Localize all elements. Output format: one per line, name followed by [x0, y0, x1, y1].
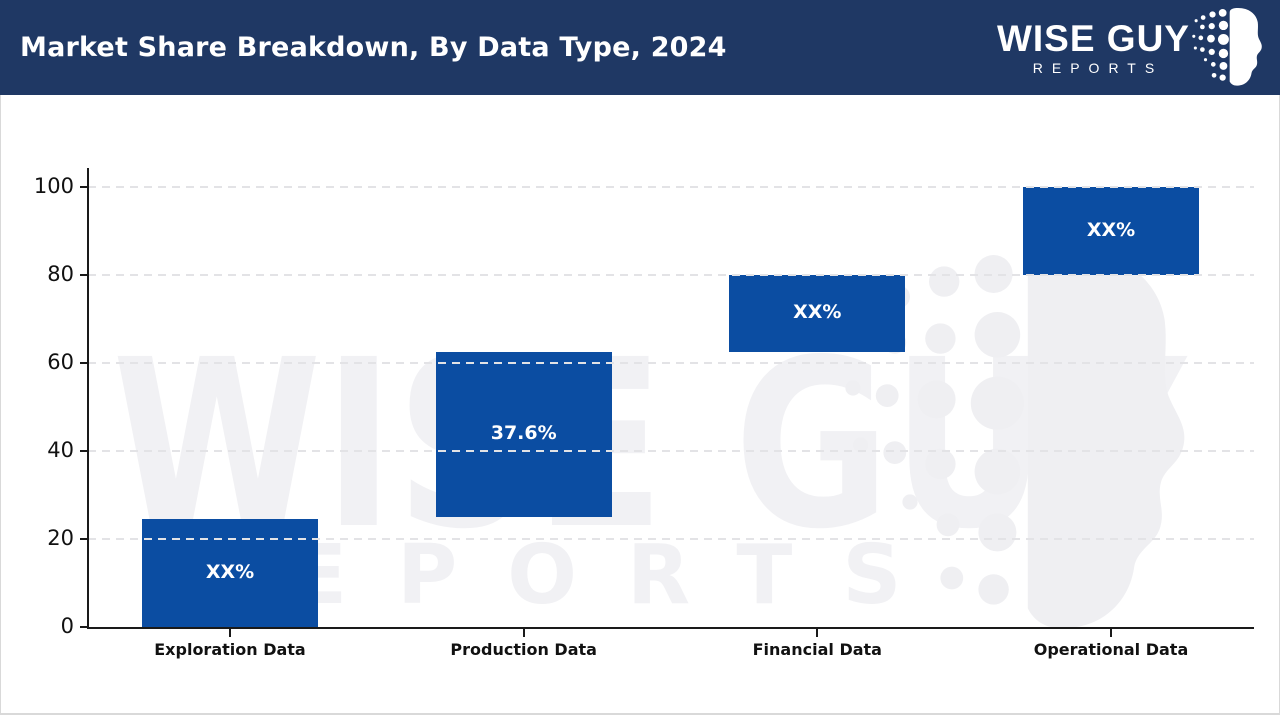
gridline-20: [88, 538, 1254, 540]
gridline-60: [88, 362, 1254, 364]
x-category-label: Operational Data: [1033, 640, 1189, 659]
y-tick-label: 0: [60, 614, 74, 638]
y-tick-label: 20: [47, 526, 74, 550]
frame-border-left: [0, 95, 1, 714]
y-tick-mark: [80, 362, 88, 364]
bar-value-label: XX%: [1086, 219, 1136, 241]
gridline-40: [88, 450, 1254, 452]
x-tick-mark: [1110, 629, 1112, 637]
y-tick-mark: [80, 186, 88, 188]
chart-area: WISE GUY REPORTS 0 20 40 60 80 100 XX% 37.6% XX%…: [0, 95, 1280, 715]
x-category-label: Exploration Data: [154, 640, 306, 659]
bar-operational-data: [1023, 187, 1199, 275]
x-axis: [87, 627, 1254, 629]
bar-value-label: XX%: [205, 561, 255, 584]
bar-financial-data: [729, 275, 906, 352]
bar-value-label: XX%: [793, 301, 842, 324]
bar-exploration-data: [142, 519, 318, 627]
bar-value-label: 37.6%: [490, 422, 557, 445]
x-tick-mark: [522, 629, 525, 637]
bar-production-data: [435, 351, 612, 517]
wise-guy-logo: WISE GUY REPORTS: [997, 5, 1268, 91]
x-category-label: Production Data: [450, 640, 597, 659]
x-category-label: Financial Data: [752, 640, 882, 659]
y-tick-label: 80: [47, 262, 74, 286]
y-tick-label: 100: [33, 174, 74, 198]
y-tick-label: 40: [47, 438, 74, 462]
x-tick-mark: [816, 629, 819, 637]
logo-subtitle: REPORTS: [1032, 59, 1164, 76]
y-tick-mark: [80, 538, 88, 540]
y-axis: [87, 168, 89, 629]
y-tick-mark: [80, 626, 88, 628]
y-tick-mark: [80, 450, 88, 452]
y-tick-label: 60: [47, 350, 74, 374]
page-title: Market Share Breakdown, By Data Type, 20…: [20, 32, 727, 63]
logo-wordmark: WISE GUY: [996, 17, 1190, 59]
frame-border-bottom: [0, 713, 1280, 715]
gridline-80: [88, 274, 1254, 276]
logo-head-icon: [1192, 7, 1262, 86]
logo-text: WISE GUY REPORTS: [997, 20, 1190, 76]
gridline-100: [88, 186, 1254, 188]
header-bar: Market Share Breakdown, By Data Type, 20…: [0, 0, 1280, 95]
x-tick-mark: [229, 629, 231, 637]
y-tick-mark: [80, 274, 88, 276]
